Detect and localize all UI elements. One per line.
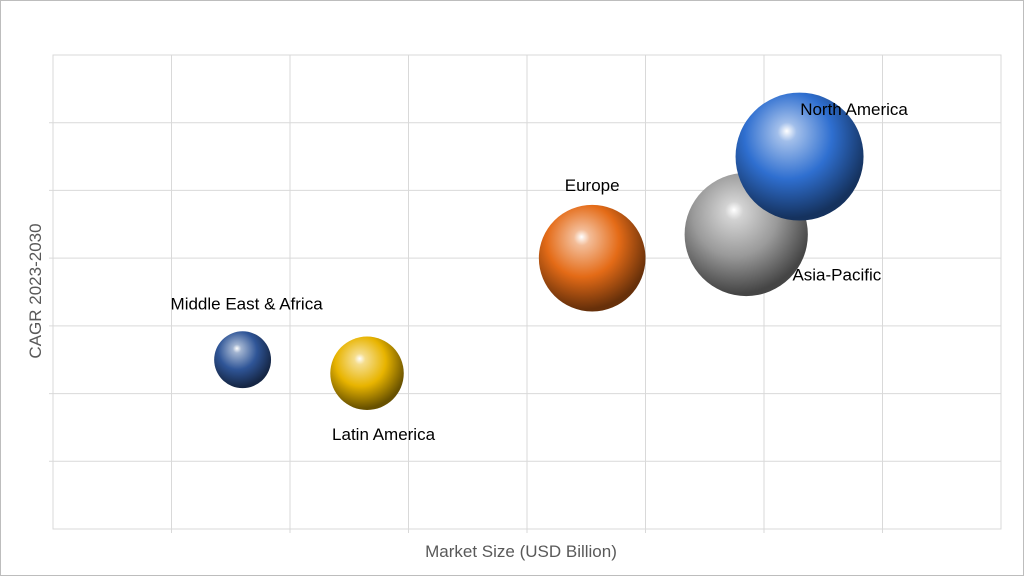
label-north-america: North America <box>800 100 908 119</box>
bubble-latin-america <box>330 336 404 410</box>
bubbles <box>214 92 864 410</box>
bubble-europe <box>538 204 646 312</box>
bubble-north-america <box>735 92 864 221</box>
label-europe: Europe <box>565 176 620 195</box>
label-latin-america: Latin America <box>332 425 436 444</box>
grid <box>49 54 1002 533</box>
y-axis-title: CAGR 2023-2030 <box>26 223 45 358</box>
label-middle-east-africa: Middle East & Africa <box>171 294 324 313</box>
x-axis-title: Market Size (USD Billion) <box>425 542 617 561</box>
bubble-labels: Middle East & Africa Latin America Europe A… <box>171 100 909 444</box>
bubble-middle-east-africa <box>214 331 272 389</box>
label-asia-pacific: Asia-Pacific <box>792 266 881 285</box>
